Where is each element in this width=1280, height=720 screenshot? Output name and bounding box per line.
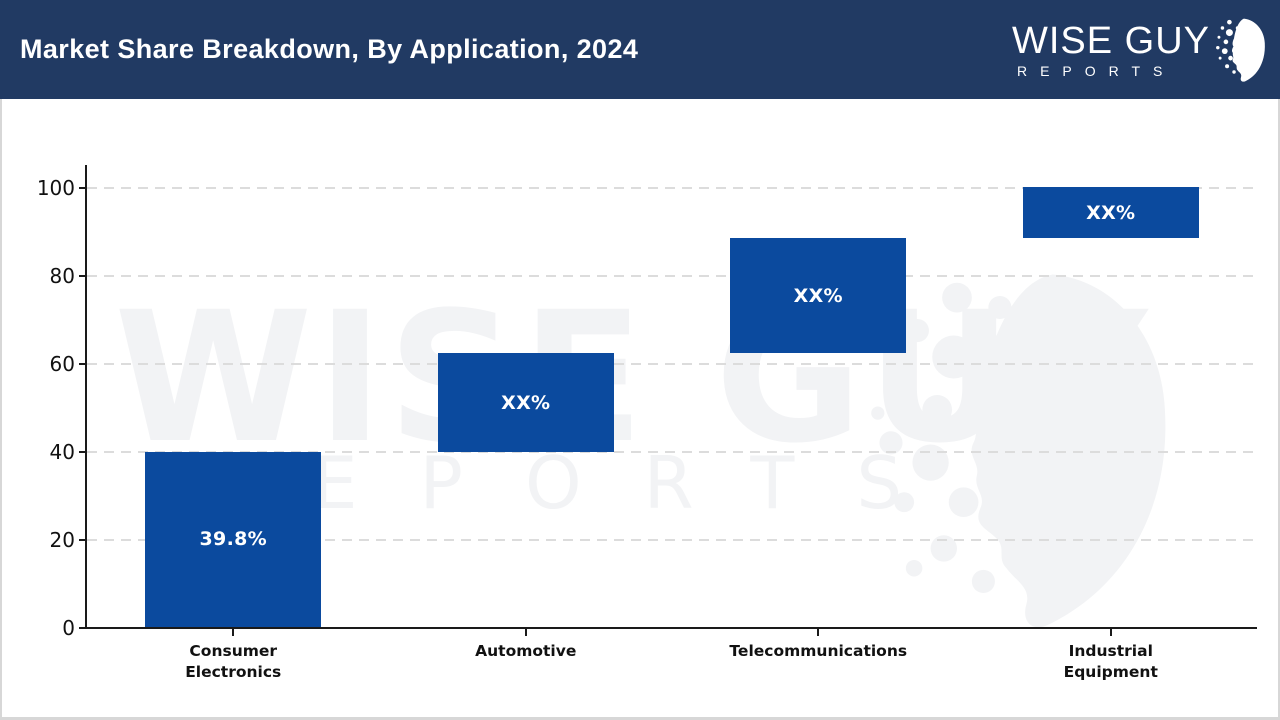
y-tick-mark-20	[79, 539, 87, 541]
x-tick-label-3: Industrial Equipment	[1063, 642, 1158, 681]
x-tick-mark-2	[817, 629, 820, 636]
gridline-100	[87, 187, 1257, 189]
x-tick-label-0: Consumer Electronics	[185, 642, 282, 681]
y-tick-mark-0	[79, 627, 87, 629]
x-tick-mark-0	[232, 629, 235, 636]
gridline-60	[87, 363, 1257, 365]
bar-value-label: 39.8%	[199, 528, 267, 551]
gridline-20	[87, 539, 1257, 541]
bar-value-label: XX%	[793, 284, 843, 307]
waterfall-chart: 0 20 40 60 80 100 39.8% Consumer Electronics XX% A…	[2, 99, 1278, 717]
gridline-80	[87, 275, 1257, 277]
gridline-40	[87, 451, 1257, 453]
bar-industrial-equipment: XX%	[1022, 187, 1199, 239]
y-tick-label-60: 60	[49, 352, 75, 376]
y-tick-label-80: 80	[49, 264, 75, 288]
bar-automotive: XX%	[437, 353, 614, 452]
bar-telecommunications: XX%	[730, 238, 907, 354]
y-tick-mark-60	[79, 363, 87, 365]
brand-subtitle: REPORTS	[1016, 62, 1176, 79]
header-bar: Market Share Breakdown, By Application, …	[0, 0, 1280, 99]
x-tick-mark-3	[1109, 629, 1112, 636]
page-title: Market Share Breakdown, By Application, …	[20, 34, 639, 64]
y-tick-label-20: 20	[49, 528, 75, 552]
x-tick-label-2: Telecommunications	[729, 642, 908, 660]
brand-text: WISE GUY REPORTS	[1012, 22, 1210, 78]
y-tick-mark-40	[79, 451, 87, 453]
bar-value-label: XX%	[1086, 201, 1136, 224]
x-axis	[85, 627, 1257, 629]
y-axis	[85, 165, 87, 629]
brand-head-icon	[1216, 18, 1265, 82]
bar-consumer-electronics: 39.8%	[145, 451, 322, 627]
brand-name: WISE GUY	[1011, 19, 1210, 62]
chart-panel: WISE GUY REPORTS 0 20 40 60 80 100 39.8% Consum…	[0, 99, 1280, 720]
bar-value-label: XX%	[501, 391, 551, 414]
y-tick-label-40: 40	[49, 440, 75, 464]
y-tick-label-100: 100	[36, 176, 75, 200]
y-tick-mark-100	[79, 187, 87, 189]
x-tick-mark-1	[524, 629, 527, 636]
brand-logo: WISE GUY REPORTS	[1012, 10, 1270, 90]
y-tick-label-0: 0	[62, 616, 75, 640]
x-tick-label-1: Automotive	[475, 642, 577, 660]
y-tick-mark-80	[79, 275, 87, 277]
